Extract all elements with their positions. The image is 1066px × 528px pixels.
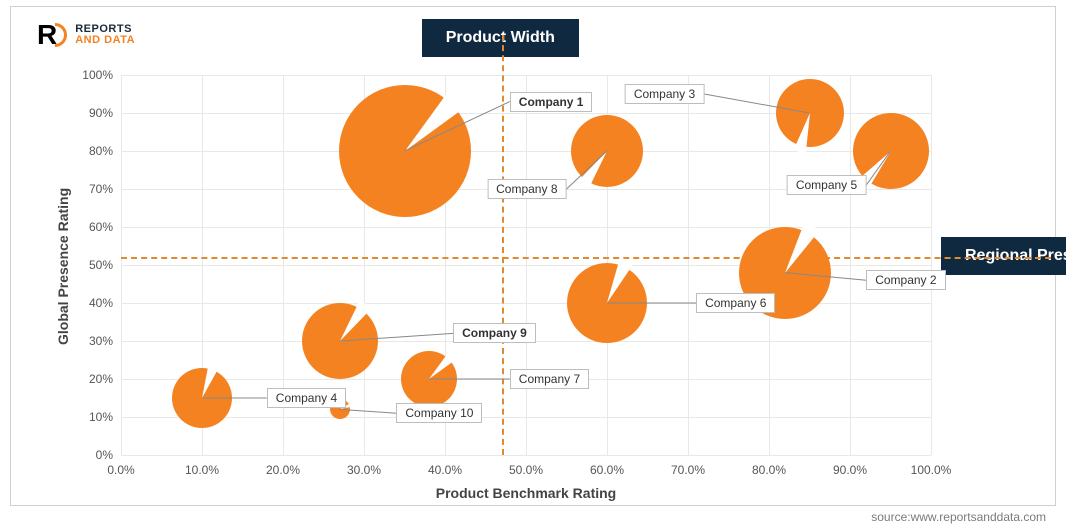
- y-axis-title: Global Presence Rating: [55, 188, 71, 345]
- logo-line2: AND DATA: [75, 35, 135, 46]
- x-tick: 0.0%: [107, 463, 134, 477]
- x-tick: 60.0%: [590, 463, 624, 477]
- logo-text: REPORTS AND DATA: [75, 24, 135, 46]
- x-tick: 20.0%: [266, 463, 300, 477]
- banner-regional-presence: Regional Presence: [941, 237, 1066, 275]
- y-tick: 0%: [96, 448, 113, 462]
- y-tick: 20%: [89, 372, 113, 386]
- y-tick: 60%: [89, 220, 113, 234]
- x-tick: 100.0%: [911, 463, 952, 477]
- pie-slice: [810, 113, 811, 114]
- y-tick: 80%: [89, 144, 113, 158]
- gridline-h: [121, 417, 931, 418]
- logo: R REPORTS AND DATA: [37, 21, 135, 49]
- divider-vertical: [502, 35, 504, 455]
- company-label: Company 1: [510, 92, 593, 112]
- company-label: Company 3: [625, 84, 704, 104]
- y-tick: 90%: [89, 106, 113, 120]
- x-tick: 50.0%: [509, 463, 543, 477]
- logo-mark: R: [37, 21, 67, 49]
- company-label: Company 4: [267, 388, 346, 408]
- company-label: Company 10: [396, 403, 482, 423]
- company-label: Company 2: [866, 270, 945, 290]
- logo-d-shape: [55, 23, 67, 47]
- logo-r-glyph: R: [37, 21, 57, 49]
- y-tick: 10%: [89, 410, 113, 424]
- y-tick: 100%: [82, 68, 113, 82]
- gridline-v: [931, 75, 932, 455]
- x-tick: 70.0%: [671, 463, 705, 477]
- gridline-v: [688, 75, 689, 455]
- leader-line: [121, 75, 122, 76]
- banner-product-width: Product Width: [422, 19, 579, 57]
- y-tick: 30%: [89, 334, 113, 348]
- x-tick: 80.0%: [752, 463, 786, 477]
- y-tick: 50%: [89, 258, 113, 272]
- company-label: Company 5: [787, 175, 866, 195]
- gridline-h: [121, 455, 931, 456]
- x-tick: 30.0%: [347, 463, 381, 477]
- chart-card: R REPORTS AND DATA Product Width Regiona…: [10, 6, 1056, 506]
- source-attribution: source:www.reportsanddata.com: [871, 510, 1046, 524]
- y-tick: 70%: [89, 182, 113, 196]
- company-label: Company 9: [453, 323, 536, 343]
- company-label: Company 6: [696, 293, 775, 313]
- company-label: Company 7: [510, 369, 589, 389]
- bubble-chart-plot: 0.0%0%10.0%10%20.0%20%30.0%30%40.0%40%50…: [121, 75, 931, 455]
- x-tick: 90.0%: [833, 463, 867, 477]
- x-tick: 10.0%: [185, 463, 219, 477]
- company-label: Company 8: [487, 179, 566, 199]
- divider-horizontal: [121, 257, 1051, 259]
- x-axis-title: Product Benchmark Rating: [436, 485, 616, 501]
- y-tick: 40%: [89, 296, 113, 310]
- x-tick: 40.0%: [428, 463, 462, 477]
- gridline-v: [850, 75, 851, 455]
